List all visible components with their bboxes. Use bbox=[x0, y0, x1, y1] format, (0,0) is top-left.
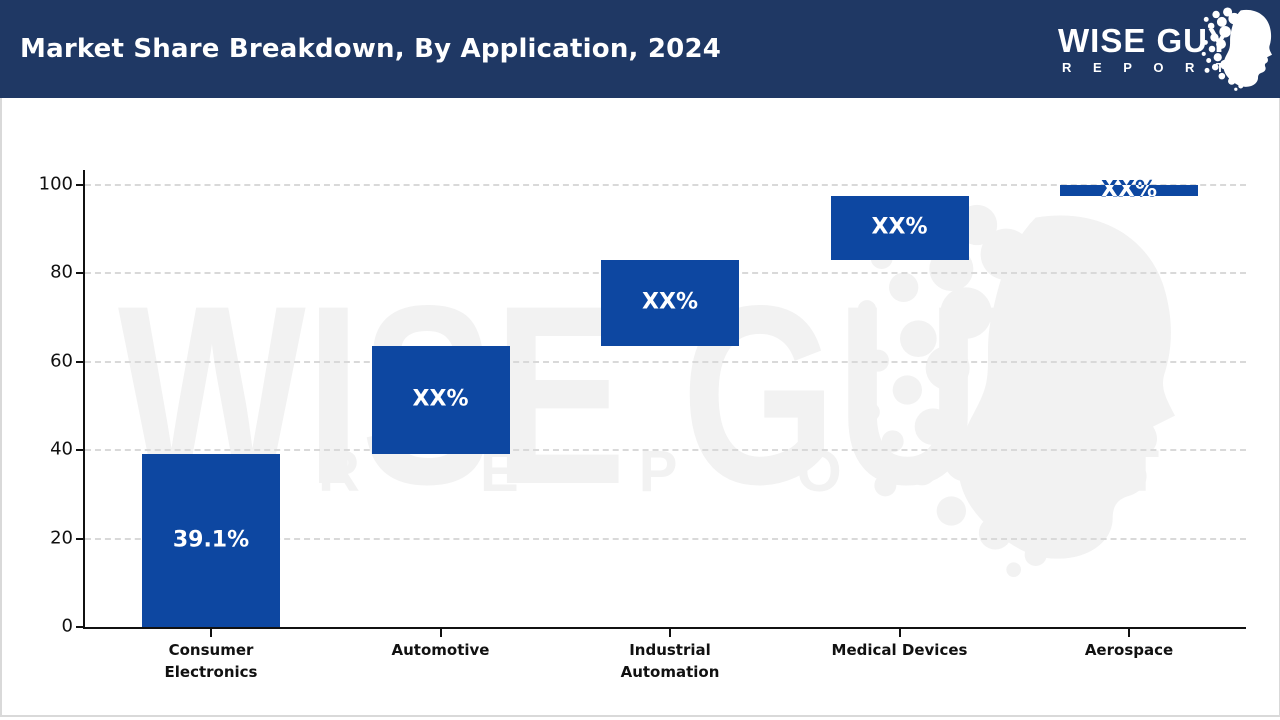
bar-label-consumer-electronics: 39.1% bbox=[172, 527, 250, 553]
y-tick-mark-80 bbox=[76, 272, 85, 275]
y-tick-label-40: 40 bbox=[50, 438, 73, 460]
bar-industrial-automation bbox=[601, 260, 739, 347]
y-tick-mark-40 bbox=[76, 449, 85, 452]
header-band: Market Share Breakdown, By Application, … bbox=[0, 0, 1280, 98]
watermark-head-icon bbox=[857, 204, 1175, 577]
logo-wordmark: WISE GUY bbox=[1058, 22, 1232, 59]
y-gridline-100 bbox=[85, 184, 1246, 186]
y-tick-mark-100 bbox=[76, 184, 85, 186]
logo-face-icon bbox=[1200, 7, 1272, 91]
bar-label-industrial-automation: XX% bbox=[642, 289, 698, 315]
y-tick-mark-0 bbox=[76, 626, 85, 628]
x-tick-mark-consumer-electronics bbox=[210, 629, 212, 637]
brand-logo: WISE GUY R E P O R T S bbox=[1024, 0, 1274, 98]
x-tick-label-medical-devices: Medical Devices bbox=[831, 641, 968, 659]
y-tick-label-0: 0 bbox=[61, 615, 73, 637]
y-gridline-40 bbox=[85, 449, 1246, 452]
x-tick-label-automotive: Automotive bbox=[391, 641, 490, 659]
chart-plot-area: 0 20 40 60 80 100 39.1% Consumer Electronics XX%… bbox=[0, 98, 1280, 716]
x-tick-label-consumer-electronics: Consumer Electronics bbox=[164, 641, 258, 681]
y-tick-label-60: 60 bbox=[50, 350, 73, 372]
bar-label-medical-devices: XX% bbox=[871, 214, 928, 240]
y-tick-label-20: 20 bbox=[50, 527, 73, 549]
y-axis bbox=[83, 170, 85, 629]
y-tick-mark-60 bbox=[76, 360, 85, 363]
bar-aerospace: XX% bbox=[1060, 185, 1198, 197]
bar-label-automotive: XX% bbox=[412, 386, 469, 412]
y-tick-label-100: 100 bbox=[38, 173, 73, 195]
y-tick-label-80: 80 bbox=[50, 262, 73, 284]
bar-medical-devices bbox=[830, 196, 969, 261]
x-tick-label-industrial-automation: Industrial Automation bbox=[620, 641, 720, 681]
page-title: Market Share Breakdown, By Application, … bbox=[20, 34, 722, 64]
x-tick-mark-industrial-automation bbox=[669, 629, 671, 637]
y-gridline-60 bbox=[85, 360, 1246, 363]
x-tick-mark-automotive bbox=[439, 629, 442, 637]
x-tick-label-aerospace: Aerospace bbox=[1084, 641, 1174, 659]
x-axis bbox=[83, 627, 1246, 629]
x-tick-mark-aerospace bbox=[1128, 629, 1130, 637]
bar-automotive bbox=[371, 346, 510, 455]
y-gridline-20 bbox=[85, 537, 1246, 540]
bar-consumer-electronics bbox=[142, 454, 280, 627]
bar-label-inner-aerospace: XX% bbox=[1101, 185, 1157, 196]
x-tick-mark-medical-devices bbox=[898, 629, 901, 637]
y-tick-mark-20 bbox=[76, 537, 85, 540]
